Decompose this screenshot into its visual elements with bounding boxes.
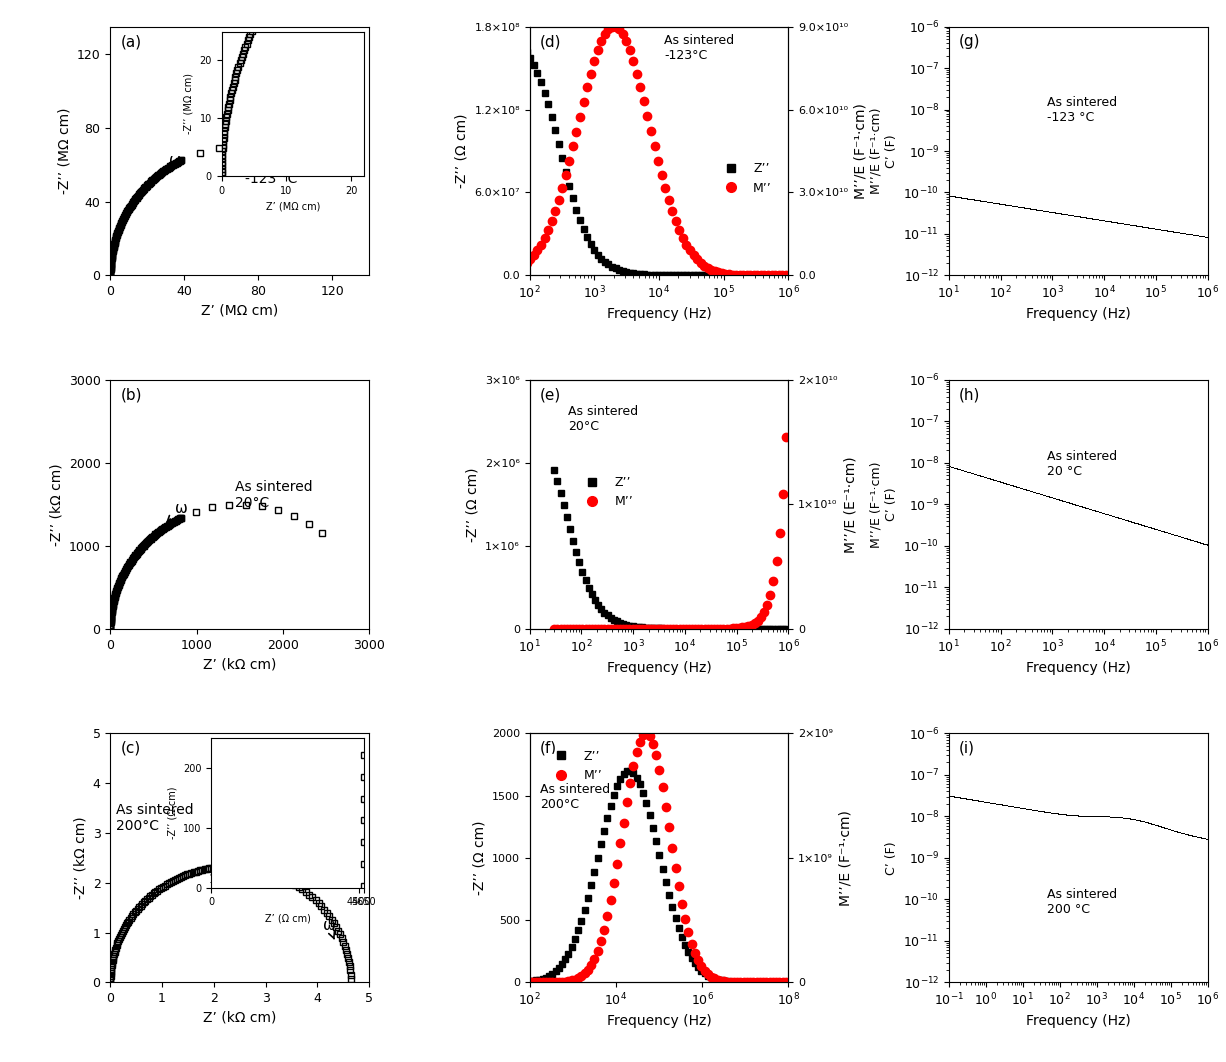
Y-axis label: M’’/E (F⁻¹·cm): M’’/E (F⁻¹·cm)	[839, 810, 852, 906]
Y-axis label: -Z’’ (Ω cm): -Z’’ (Ω cm)	[472, 821, 487, 895]
Y-axis label: M’’/E (F⁻¹·cm): M’’/E (F⁻¹·cm)	[853, 103, 868, 199]
Text: As sintered
20°C: As sintered 20°C	[234, 480, 313, 510]
Text: As sintered
200°C: As sintered 200°C	[115, 803, 194, 834]
Text: (f): (f)	[539, 741, 557, 756]
Text: As sintered
200 °C: As sintered 200 °C	[1047, 888, 1117, 915]
Text: As sintered
-123°C: As sintered -123°C	[664, 34, 734, 62]
Text: ω: ω	[322, 918, 335, 939]
X-axis label: Z’ (kΩ cm): Z’ (kΩ cm)	[204, 657, 276, 671]
Y-axis label: -Z’’ (Ω cm): -Z’’ (Ω cm)	[466, 467, 479, 542]
Y-axis label: -Z’’ (MΩ cm): -Z’’ (MΩ cm)	[58, 107, 71, 194]
Text: ω: ω	[156, 153, 183, 179]
X-axis label: Frequency (Hz): Frequency (Hz)	[1026, 307, 1130, 322]
X-axis label: Frequency (Hz): Frequency (Hz)	[607, 307, 711, 322]
Text: (g): (g)	[959, 34, 981, 49]
Y-axis label: M’’/E (F⁻¹·cm)
C’ (F): M’’/E (F⁻¹·cm) C’ (F)	[869, 107, 897, 194]
Y-axis label: -Z’’ (kΩ cm): -Z’’ (kΩ cm)	[74, 817, 87, 900]
X-axis label: Frequency (Hz): Frequency (Hz)	[1026, 1014, 1130, 1028]
Y-axis label: -Z’’ (Ω cm): -Z’’ (Ω cm)	[455, 114, 468, 188]
Text: (e): (e)	[539, 388, 562, 402]
Text: (d): (d)	[539, 34, 562, 49]
Text: 100kHz: 100kHz	[208, 873, 256, 886]
Text: As sintered
20°C: As sintered 20°C	[569, 405, 639, 433]
Text: As sintered
20 °C: As sintered 20 °C	[1047, 449, 1117, 478]
X-axis label: Frequency (Hz): Frequency (Hz)	[1026, 661, 1130, 674]
Text: (b): (b)	[120, 388, 142, 402]
Text: As sintered
-123 °C: As sintered -123 °C	[245, 156, 322, 186]
X-axis label: Frequency (Hz): Frequency (Hz)	[607, 661, 711, 674]
Text: As sintered
-123 °C: As sintered -123 °C	[1047, 97, 1117, 124]
X-axis label: Z’ (kΩ cm): Z’ (kΩ cm)	[204, 1011, 276, 1025]
Text: ω: ω	[167, 501, 188, 521]
Text: (h): (h)	[959, 388, 981, 402]
Text: (i): (i)	[959, 741, 975, 756]
X-axis label: Frequency (Hz): Frequency (Hz)	[607, 1014, 711, 1028]
Text: (a): (a)	[120, 34, 142, 49]
Y-axis label: -Z’’ (kΩ cm): -Z’’ (kΩ cm)	[49, 463, 64, 546]
Legend: Z’’, M’’: Z’’, M’’	[714, 157, 777, 200]
Y-axis label: C’ (F): C’ (F)	[885, 841, 897, 875]
Text: (c): (c)	[120, 741, 141, 756]
Legend: Z’’, M’’: Z’’, M’’	[575, 470, 639, 513]
Y-axis label: M’’/E (F⁻¹·cm)
C’ (F): M’’/E (F⁻¹·cm) C’ (F)	[869, 461, 897, 548]
Legend: Z’’, M’’: Z’’, M’’	[543, 744, 607, 787]
Y-axis label: M’’/E (E⁻¹·cm): M’’/E (E⁻¹·cm)	[843, 457, 857, 552]
Text: As sintered
200°C: As sintered 200°C	[539, 784, 611, 811]
X-axis label: Z’ (MΩ cm): Z’ (MΩ cm)	[201, 304, 278, 318]
